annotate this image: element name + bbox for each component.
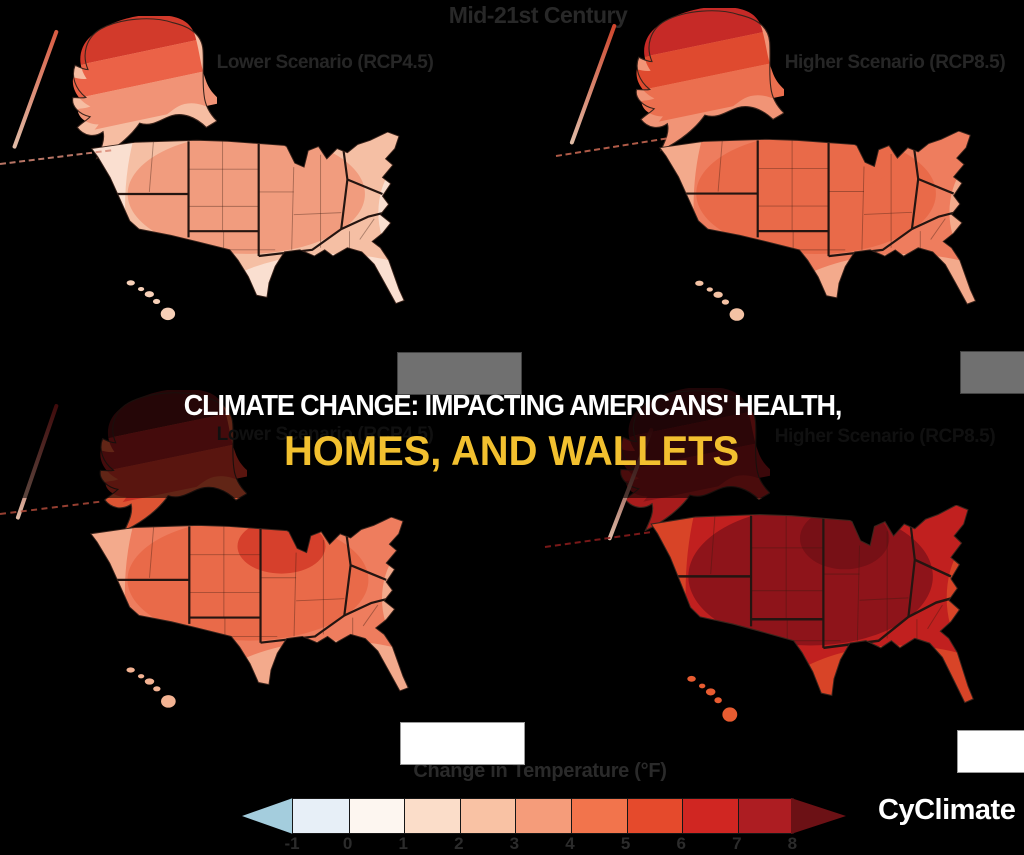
colorbar-tick: 8 bbox=[787, 834, 798, 853]
colorbar-cell bbox=[459, 799, 516, 833]
colorbar-cell bbox=[570, 799, 627, 833]
banner-headline-line1: CLIMATE CHANGE: IMPACTING AMERICANS' HEA… bbox=[183, 390, 842, 422]
colorbar-cell bbox=[626, 799, 683, 833]
colorbar-title: Change in Temperature (°F) bbox=[413, 760, 667, 782]
colorbar-cell bbox=[682, 799, 738, 833]
colorbar bbox=[292, 798, 795, 834]
colorbar-cell bbox=[515, 799, 571, 833]
colorbar-tick: 5 bbox=[620, 834, 631, 853]
alaska-map bbox=[624, 8, 784, 152]
colorbar-cell bbox=[293, 799, 349, 833]
cyclimate-logo: CyClimate bbox=[878, 794, 1016, 826]
alaska-map bbox=[61, 16, 217, 160]
colorbar-tick: -1 bbox=[284, 834, 300, 853]
colorbar-tick: 6 bbox=[676, 834, 686, 853]
colorbar-tick: 7 bbox=[732, 834, 742, 853]
scenario-label: Higher Scenario (RCP8.5) bbox=[784, 52, 1006, 73]
figure-title: Mid-21st Century bbox=[448, 2, 628, 28]
colorbar-tick: 2 bbox=[454, 834, 464, 853]
colorbar-tick: 0 bbox=[342, 834, 353, 853]
puerto-rico-inset bbox=[400, 722, 525, 765]
colorbar-cell bbox=[348, 799, 405, 833]
colorbar-tick: 1 bbox=[398, 834, 408, 853]
conus-map bbox=[650, 505, 974, 722]
banner-overlay: CLIMATE CHANGE: IMPACTING AMERICANS' HEA… bbox=[0, 350, 1024, 498]
hawaii-islands bbox=[687, 675, 738, 722]
colorbar-cell bbox=[737, 799, 794, 833]
puerto-rico-inset bbox=[957, 730, 1024, 773]
scenario-label: Lower Scenario (RCP4.5) bbox=[216, 52, 434, 73]
colorbar-tick: 3 bbox=[509, 834, 520, 853]
colorbar-tick: 4 bbox=[565, 834, 575, 853]
banner-headline-line2: HOMES, AND WALLETS bbox=[284, 427, 740, 474]
colorbar-cell bbox=[404, 799, 460, 833]
